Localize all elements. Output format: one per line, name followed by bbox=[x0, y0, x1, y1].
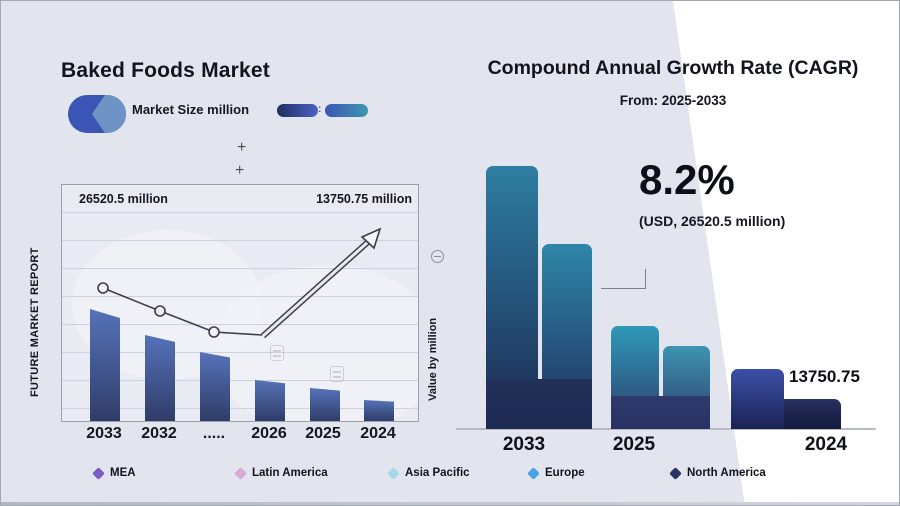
legend-label: Latin America bbox=[252, 467, 328, 479]
diamond-icon bbox=[669, 466, 682, 480]
x-label: 2033 bbox=[86, 425, 122, 442]
right-chart-baseline bbox=[456, 428, 876, 430]
corner-bracket-decoration bbox=[601, 269, 646, 289]
value-axis-label: Value by million bbox=[427, 317, 439, 401]
x-label: 2025 bbox=[305, 425, 341, 442]
legend-item-mea: MEA bbox=[92, 466, 136, 480]
line-marker bbox=[97, 282, 109, 294]
x-label: ..... bbox=[202, 425, 226, 442]
cagr-subtitle: From: 2025-2033 bbox=[619, 93, 727, 108]
cylinder-icon bbox=[68, 95, 126, 133]
left-bar-2 bbox=[200, 352, 230, 421]
left-bar-3 bbox=[255, 380, 285, 421]
diamond-icon bbox=[387, 466, 400, 480]
annotation-13750: 13750.75 bbox=[789, 367, 860, 386]
circled-minus-icon bbox=[431, 250, 444, 263]
left-bar-4 bbox=[310, 388, 340, 421]
line-marker bbox=[208, 326, 220, 338]
right-x-label: 2025 bbox=[612, 434, 656, 455]
left-bar-1 bbox=[145, 335, 175, 421]
diamond-icon bbox=[234, 466, 247, 480]
legend-item-north-america: North America bbox=[669, 466, 766, 480]
legend-item-latin-america: Latin America bbox=[234, 466, 328, 480]
bar-merge bbox=[486, 379, 592, 429]
min-value-label: 13750.75 million bbox=[316, 192, 412, 206]
diamond-icon bbox=[92, 466, 105, 480]
legend-label: MEA bbox=[110, 467, 136, 479]
bar-merge bbox=[611, 396, 710, 429]
cagr-title: Compound Annual Growth Rate (CAGR) bbox=[487, 57, 859, 79]
future-market-report-watermark: FUTURE MARKET REPORT bbox=[29, 247, 41, 397]
page-title: Baked Foods Market bbox=[61, 59, 270, 82]
legend-item-europe: Europe bbox=[527, 466, 585, 480]
chart-gridlines bbox=[62, 185, 418, 421]
line-marker bbox=[154, 305, 166, 317]
legend-label: Europe bbox=[545, 467, 585, 479]
bottom-border-strip bbox=[1, 502, 899, 505]
max-value-label: 26520.5 million bbox=[79, 192, 168, 206]
market-size-label: Market Size million bbox=[132, 102, 250, 117]
legend-label: Asia Pacific bbox=[405, 467, 470, 479]
trend-line-overlay bbox=[97, 227, 382, 339]
diamond-icon bbox=[527, 466, 540, 480]
ghost-calendar-icon bbox=[270, 345, 284, 361]
plus-decoration: + bbox=[235, 162, 245, 179]
arrow-head bbox=[360, 227, 382, 250]
ratio-separator: : bbox=[318, 104, 322, 115]
left-bar-5 bbox=[364, 400, 394, 421]
right-bar-0-2 bbox=[731, 369, 784, 429]
market-size-chart-panel: 26520.5 million 13750.75 million bbox=[61, 184, 419, 422]
left-bar-0 bbox=[90, 309, 120, 421]
cylinder-facet bbox=[92, 95, 126, 133]
plus-decoration: + bbox=[237, 139, 247, 156]
right-x-label: 2024 bbox=[804, 434, 848, 455]
right-bar-1-2 bbox=[784, 399, 841, 429]
ratio-pill-right bbox=[325, 104, 368, 117]
x-label: 2026 bbox=[251, 425, 287, 442]
x-label: 2032 bbox=[141, 425, 177, 442]
bar-group-2025 bbox=[611, 326, 710, 429]
legend-item-asia-pacific: Asia Pacific bbox=[387, 466, 470, 480]
cagr-value: 8.2% bbox=[639, 156, 735, 203]
bar-group-2024 bbox=[731, 369, 841, 429]
cagr-note: (USD, 26520.5 million) bbox=[639, 213, 786, 229]
bar-group-2033 bbox=[486, 166, 592, 429]
right-x-label: 2033 bbox=[502, 434, 546, 455]
legend-label: North America bbox=[687, 467, 766, 479]
arrow-shaft bbox=[260, 239, 371, 339]
ghost-calendar-icon bbox=[330, 366, 344, 382]
ratio-pill-left bbox=[277, 104, 318, 117]
x-label: 2024 bbox=[360, 425, 396, 442]
